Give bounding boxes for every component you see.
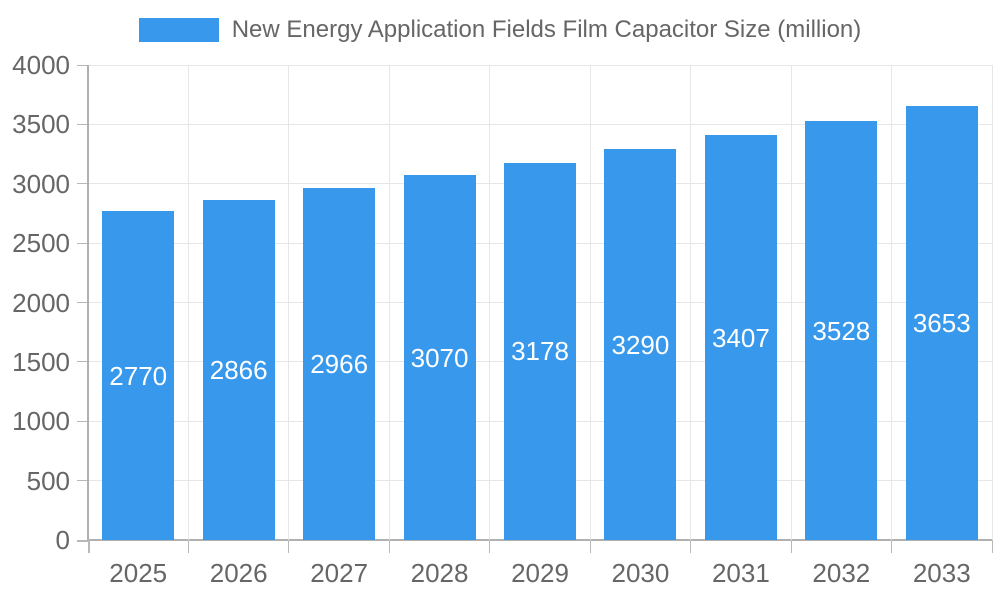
x-tick bbox=[991, 540, 993, 553]
x-tick bbox=[187, 540, 189, 553]
v-gridline bbox=[790, 65, 792, 540]
x-tick bbox=[288, 540, 290, 553]
v-gridline bbox=[388, 65, 390, 540]
bar bbox=[303, 187, 376, 540]
bar bbox=[604, 149, 677, 540]
x-axis-label: 2026 bbox=[209, 558, 268, 588]
y-axis-line bbox=[87, 65, 89, 540]
y-tick bbox=[77, 302, 88, 303]
x-tick bbox=[87, 540, 90, 553]
x-tick bbox=[388, 540, 390, 553]
x-tick bbox=[489, 540, 491, 553]
legend-label: New Energy Application Fields Film Capac… bbox=[231, 16, 862, 43]
y-axis-label: 2000 bbox=[12, 287, 70, 318]
bar bbox=[905, 106, 978, 540]
bar bbox=[403, 175, 476, 540]
bar bbox=[805, 121, 878, 540]
x-axis-line bbox=[88, 539, 992, 541]
y-axis-label: 1500 bbox=[12, 346, 70, 377]
v-gridline bbox=[690, 65, 692, 540]
bar bbox=[102, 211, 175, 540]
x-axis-label: 2033 bbox=[912, 558, 971, 588]
x-axis-label: 2032 bbox=[812, 558, 871, 588]
bar-value-label: 2770 bbox=[109, 360, 168, 391]
v-gridline bbox=[891, 65, 893, 540]
y-tick bbox=[77, 539, 88, 542]
v-gridline bbox=[991, 65, 993, 540]
y-tick bbox=[77, 361, 88, 363]
x-axis-label: 2030 bbox=[611, 558, 670, 588]
legend: New Energy Application Fields Film Capac… bbox=[0, 14, 1000, 46]
y-tick bbox=[77, 183, 88, 185]
x-tick bbox=[589, 540, 591, 553]
x-axis-label: 2028 bbox=[410, 558, 469, 588]
bar-value-label: 3528 bbox=[812, 315, 871, 346]
y-axis-label: 3500 bbox=[12, 109, 70, 140]
y-axis-label: 4000 bbox=[12, 50, 70, 80]
y-axis-label: 1000 bbox=[12, 406, 70, 437]
legend-swatch bbox=[138, 18, 219, 42]
bar-value-label: 3070 bbox=[410, 342, 469, 373]
x-axis-label: 2029 bbox=[511, 558, 569, 588]
bar-value-label: 3290 bbox=[611, 329, 670, 360]
x-axis-label: 2027 bbox=[310, 558, 369, 588]
bar bbox=[704, 135, 777, 540]
y-axis-label: 3000 bbox=[12, 168, 70, 199]
y-axis-label: 2500 bbox=[12, 228, 70, 259]
y-axis-label: 500 bbox=[26, 465, 70, 496]
bar-value-label: 2966 bbox=[310, 348, 369, 379]
x-axis-label: 2031 bbox=[711, 558, 770, 588]
y-tick bbox=[77, 64, 88, 66]
bar bbox=[202, 199, 275, 540]
bar-value-label: 3653 bbox=[912, 308, 971, 339]
x-tick bbox=[891, 540, 893, 553]
v-gridline bbox=[288, 65, 290, 540]
bar-value-label: 2866 bbox=[209, 354, 268, 385]
y-tick bbox=[77, 480, 88, 482]
v-gridline bbox=[187, 65, 189, 540]
x-axis-label: 2025 bbox=[109, 558, 168, 588]
bar-value-label: 3178 bbox=[511, 336, 569, 367]
y-tick bbox=[77, 242, 88, 244]
h-gridline bbox=[88, 123, 992, 125]
x-tick bbox=[690, 540, 692, 553]
v-gridline bbox=[489, 65, 491, 540]
v-gridline bbox=[589, 65, 591, 540]
legend-item[interactable]: New Energy Application Fields Film Capac… bbox=[138, 14, 862, 46]
x-tick bbox=[790, 540, 792, 553]
bar-value-label: 3407 bbox=[711, 322, 770, 353]
y-tick bbox=[77, 420, 88, 422]
y-axis-label: 0 bbox=[55, 525, 70, 555]
y-tick bbox=[77, 123, 88, 125]
bar bbox=[504, 162, 576, 540]
h-gridline bbox=[88, 64, 992, 66]
